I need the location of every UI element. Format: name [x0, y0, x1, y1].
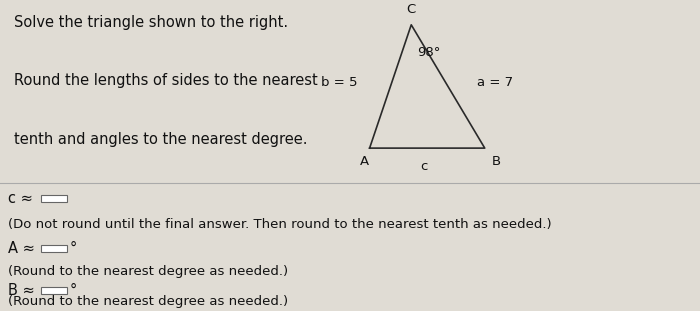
FancyBboxPatch shape	[41, 195, 67, 202]
FancyBboxPatch shape	[41, 245, 67, 252]
Text: c ≈: c ≈	[8, 191, 34, 206]
Text: B ≈: B ≈	[8, 283, 35, 298]
Text: (Do not round until the final answer. Then round to the nearest tenth as needed.: (Do not round until the final answer. Th…	[8, 218, 552, 231]
Text: B: B	[492, 155, 501, 168]
Text: (Round to the nearest degree as needed.): (Round to the nearest degree as needed.)	[8, 295, 288, 309]
Text: b = 5: b = 5	[321, 77, 357, 90]
Text: Round the lengths of sides to the nearest: Round the lengths of sides to the neares…	[14, 73, 318, 88]
Text: A ≈: A ≈	[8, 241, 35, 256]
FancyBboxPatch shape	[41, 287, 67, 294]
Text: C: C	[407, 3, 416, 16]
Text: a = 7: a = 7	[477, 77, 514, 90]
Text: °: °	[70, 283, 77, 298]
Text: A: A	[360, 155, 369, 168]
Text: (Round to the nearest degree as needed.): (Round to the nearest degree as needed.)	[8, 265, 288, 278]
Text: 98°: 98°	[417, 46, 441, 59]
Text: Solve the triangle shown to the right.: Solve the triangle shown to the right.	[14, 15, 288, 30]
Text: c: c	[420, 160, 427, 174]
Text: °: °	[70, 241, 77, 256]
Text: tenth and angles to the nearest degree.: tenth and angles to the nearest degree.	[14, 132, 307, 147]
